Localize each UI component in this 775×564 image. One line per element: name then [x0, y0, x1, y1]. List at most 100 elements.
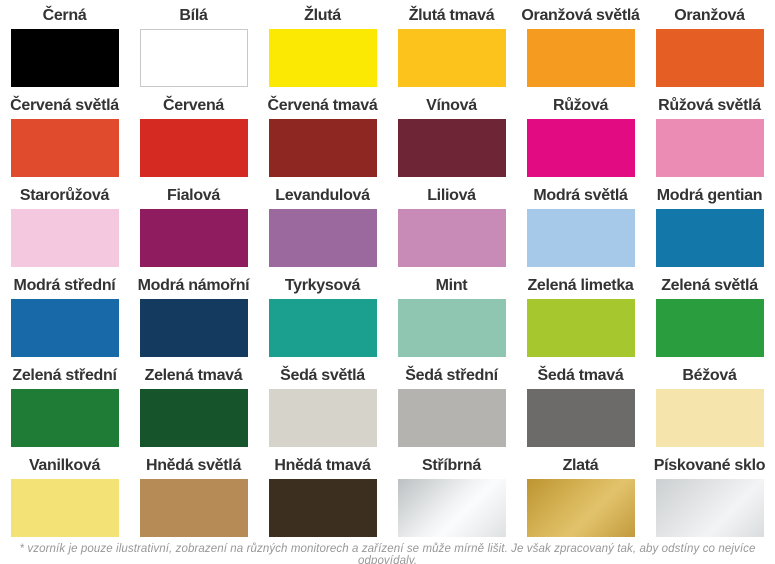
color-swatch — [139, 29, 248, 87]
color-label: Modrá světlá — [533, 187, 628, 204]
color-swatch — [268, 389, 377, 447]
color-cell: Pískované sklo — [645, 452, 774, 542]
color-cell: Levandulová — [258, 182, 387, 272]
color-cell: Žlutá — [258, 2, 387, 92]
color-label: Vínová — [426, 97, 477, 114]
color-swatch — [139, 209, 248, 267]
color-label: Černá — [42, 7, 87, 24]
color-cell: Šedá střední — [387, 362, 516, 452]
color-label: Zelená limetka — [527, 277, 634, 294]
color-label: Pískované sklo — [653, 457, 766, 474]
color-cell: Růžová světlá — [645, 92, 774, 182]
color-cell: Starorůžová — [0, 182, 129, 272]
disclaimer-footnote: * vzorník je pouze ilustrativní, zobraze… — [19, 543, 756, 564]
color-label: Šedá tmavá — [537, 367, 624, 384]
color-swatch — [526, 209, 635, 267]
color-label: Růžová světlá — [658, 97, 761, 114]
color-cell: Hnědá tmavá — [258, 452, 387, 542]
color-label: Bílá — [179, 7, 208, 24]
color-cell: Modrá světlá — [516, 182, 645, 272]
color-cell: Fialová — [129, 182, 258, 272]
color-cell: Šedá světlá — [258, 362, 387, 452]
color-swatch — [655, 29, 764, 87]
color-swatch — [526, 479, 635, 537]
color-label: Hnědá tmavá — [274, 457, 371, 474]
color-cell: Modrá námořní — [129, 272, 258, 362]
color-swatch — [397, 389, 506, 447]
color-label: Růžová — [552, 97, 609, 114]
color-label: Zelená tmavá — [144, 367, 243, 384]
color-cell: Modrá gentian — [645, 182, 774, 272]
color-swatch — [268, 119, 377, 177]
color-cell: Červená tmavá — [258, 92, 387, 182]
color-swatch — [526, 389, 635, 447]
color-swatch — [397, 299, 506, 357]
color-cell: Mint — [387, 272, 516, 362]
color-cell: Modrá střední — [0, 272, 129, 362]
color-cell: Zelená střední — [0, 362, 129, 452]
color-cell: Vínová — [387, 92, 516, 182]
color-label: Žlutá — [304, 7, 341, 24]
color-cell: Růžová — [516, 92, 645, 182]
color-swatch — [655, 479, 764, 537]
color-swatch — [10, 209, 119, 267]
color-cell: Zelená světlá — [645, 272, 774, 362]
color-label: Modrá gentian — [656, 187, 763, 204]
color-swatch — [10, 29, 119, 87]
color-swatch — [139, 299, 248, 357]
color-label: Šedá střední — [405, 367, 498, 384]
color-label: Liliová — [427, 187, 476, 204]
color-label: Béžová — [682, 367, 737, 384]
color-label: Zlatá — [562, 457, 599, 474]
color-label: Zelená střední — [12, 367, 117, 384]
color-label: Červená světlá — [10, 97, 119, 114]
color-label: Starorůžová — [19, 187, 110, 204]
color-label: Mint — [435, 277, 468, 294]
color-swatch — [526, 29, 635, 87]
color-cell: Červená — [129, 92, 258, 182]
color-label: Červená tmavá — [267, 97, 378, 114]
color-label: Vanilková — [28, 457, 101, 474]
color-swatch — [268, 299, 377, 357]
color-swatch — [526, 119, 635, 177]
color-swatch — [655, 209, 764, 267]
color-swatch — [10, 479, 119, 537]
color-label: Levandulová — [275, 187, 370, 204]
color-swatch — [397, 209, 506, 267]
color-label: Fialová — [166, 187, 221, 204]
color-cell: Oranžová světlá — [516, 2, 645, 92]
color-label: Modrá námořní — [137, 277, 250, 294]
color-swatch — [10, 299, 119, 357]
color-swatch — [268, 209, 377, 267]
color-swatch — [139, 119, 248, 177]
color-swatch — [10, 389, 119, 447]
color-cell: Zelená limetka — [516, 272, 645, 362]
color-label: Stříbrná — [422, 457, 481, 474]
color-label: Žlutá tmavá — [408, 7, 495, 24]
color-label: Šedá světlá — [280, 367, 365, 384]
color-swatch — [655, 119, 764, 177]
color-cell: Oranžová — [645, 2, 774, 92]
color-swatch — [268, 29, 377, 87]
color-swatch — [526, 299, 635, 357]
color-label: Červená — [162, 97, 225, 114]
color-cell: Bílá — [129, 2, 258, 92]
color-cell: Liliová — [387, 182, 516, 272]
color-swatch — [655, 389, 764, 447]
color-cell: Žlutá tmavá — [387, 2, 516, 92]
color-cell: Stříbrná — [387, 452, 516, 542]
color-cell: Béžová — [645, 362, 774, 452]
color-swatch — [397, 119, 506, 177]
color-cell: Vanilková — [0, 452, 129, 542]
color-swatch — [655, 299, 764, 357]
color-swatch — [10, 119, 119, 177]
color-cell: Šedá tmavá — [516, 362, 645, 452]
color-label: Oranžová — [674, 7, 745, 24]
color-swatch — [397, 479, 506, 537]
color-label: Hnědá světlá — [145, 457, 242, 474]
color-cell: Černá — [0, 2, 129, 92]
color-label: Modrá střední — [13, 277, 116, 294]
color-swatch — [397, 29, 506, 87]
color-cell: Hnědá světlá — [129, 452, 258, 542]
